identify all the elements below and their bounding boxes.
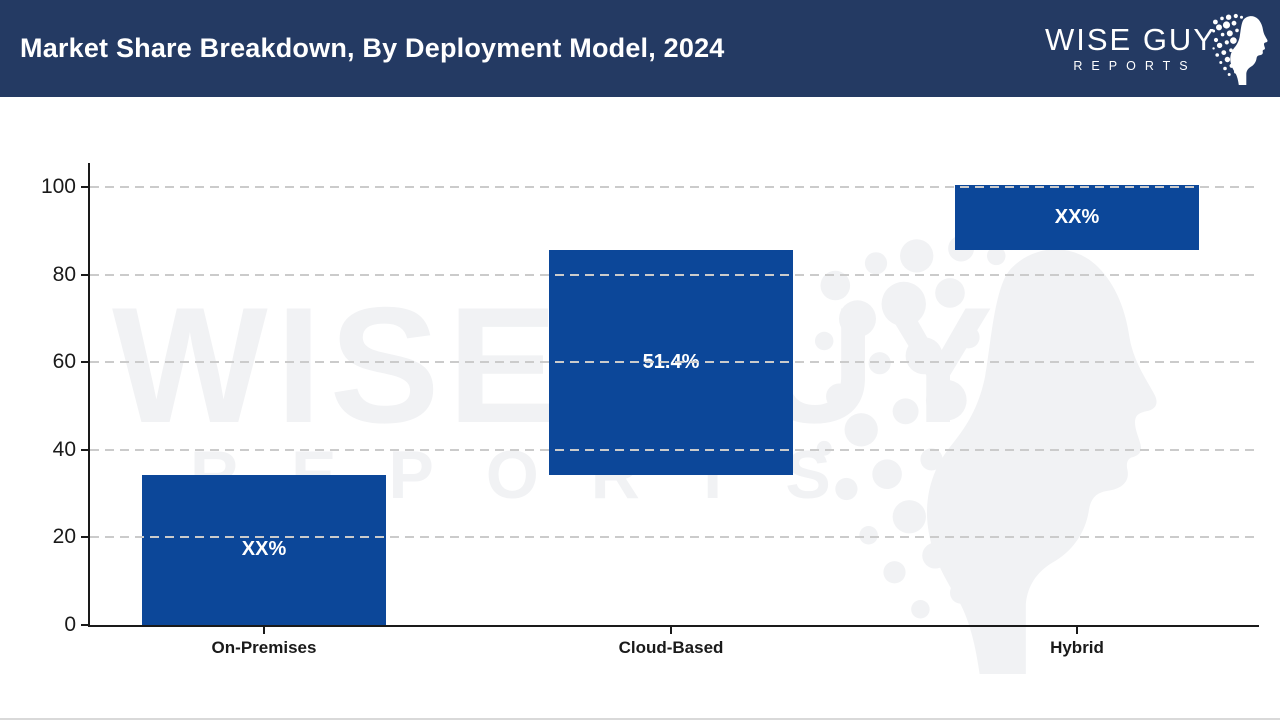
brand-head-icon <box>1210 13 1270 85</box>
y-tick-label: 60 <box>52 350 76 374</box>
brand-logo: WISE GUY REPORTS <box>1045 13 1270 85</box>
h-gridline <box>90 273 1259 276</box>
watermark-head-icon <box>802 230 1172 674</box>
y-tick-mark <box>81 273 89 276</box>
y-tick-mark <box>81 361 89 364</box>
header-bar: Market Share Breakdown, By Deployment Mo… <box>0 0 1280 97</box>
y-tick-label: 100 <box>40 175 76 199</box>
y-tick-label: 0 <box>64 613 76 636</box>
bar-hybrid: XX% <box>955 185 1199 250</box>
x-tick-label: On-Premises <box>211 638 317 657</box>
brand-text: WISE GUY REPORTS <box>1045 24 1216 73</box>
brand-name: WISE GUY <box>1044 22 1216 58</box>
y-tick-label: 80 <box>52 262 76 286</box>
bar-on-premises: XX% <box>142 474 386 625</box>
h-gridline <box>90 448 1259 451</box>
bar-value-label: XX% <box>1054 205 1100 228</box>
x-tick-mark <box>670 627 672 634</box>
x-axis-line <box>88 625 1259 627</box>
brand-subtitle: REPORTS <box>1073 59 1197 74</box>
y-tick-mark <box>81 448 89 451</box>
x-tick-label: Cloud-Based <box>618 638 724 657</box>
y-tick-mark <box>81 186 89 189</box>
page-title: Market Share Breakdown, By Deployment Mo… <box>20 33 725 63</box>
bar-value-label: XX% <box>241 538 287 561</box>
h-gridline <box>90 361 1259 364</box>
x-tick-mark <box>1076 627 1078 634</box>
y-tick-mark <box>81 624 89 626</box>
y-tick-label: 40 <box>52 437 76 461</box>
y-tick-label: 20 <box>52 525 76 549</box>
h-gridline <box>90 186 1259 189</box>
y-tick-mark <box>81 536 89 539</box>
x-tick-mark <box>263 627 265 634</box>
y-axis-line <box>88 163 90 627</box>
x-tick-label: Hybrid <box>1050 638 1104 657</box>
h-gridline <box>90 536 1259 539</box>
